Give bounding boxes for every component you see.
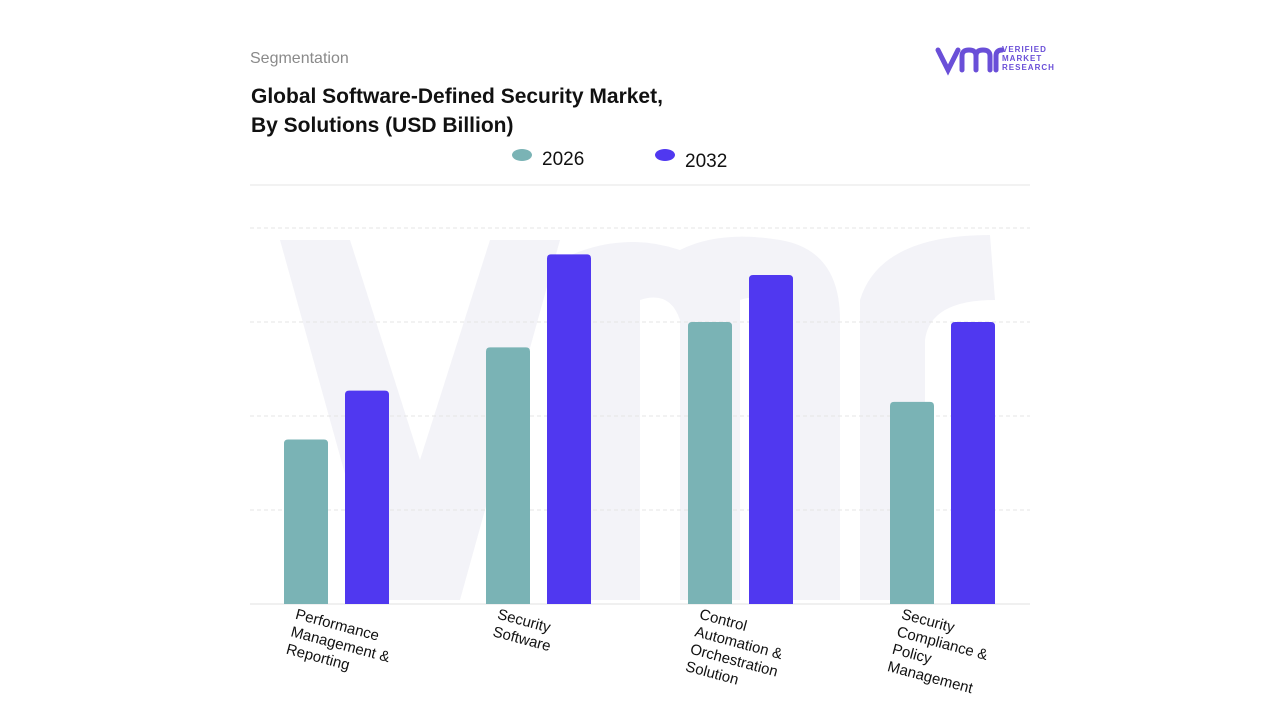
chart-title: Global Software-Defined Security Market,…	[251, 85, 663, 137]
logo	[935, 47, 1005, 76]
bar	[547, 254, 591, 604]
segment-label: Segmentation	[250, 50, 349, 67]
logo-text: VERIFIED MARKET RESEARCH	[1002, 45, 1055, 72]
legend-swatch	[655, 149, 675, 161]
bar	[890, 401, 934, 604]
bar	[345, 390, 389, 604]
legend-label: 2026	[542, 149, 585, 170]
legend-swatch	[512, 149, 532, 161]
bar	[749, 275, 793, 604]
legend-label: 2032	[685, 151, 728, 172]
bar	[284, 439, 328, 604]
bar	[688, 322, 732, 604]
bar	[486, 347, 530, 604]
bar	[951, 322, 995, 604]
